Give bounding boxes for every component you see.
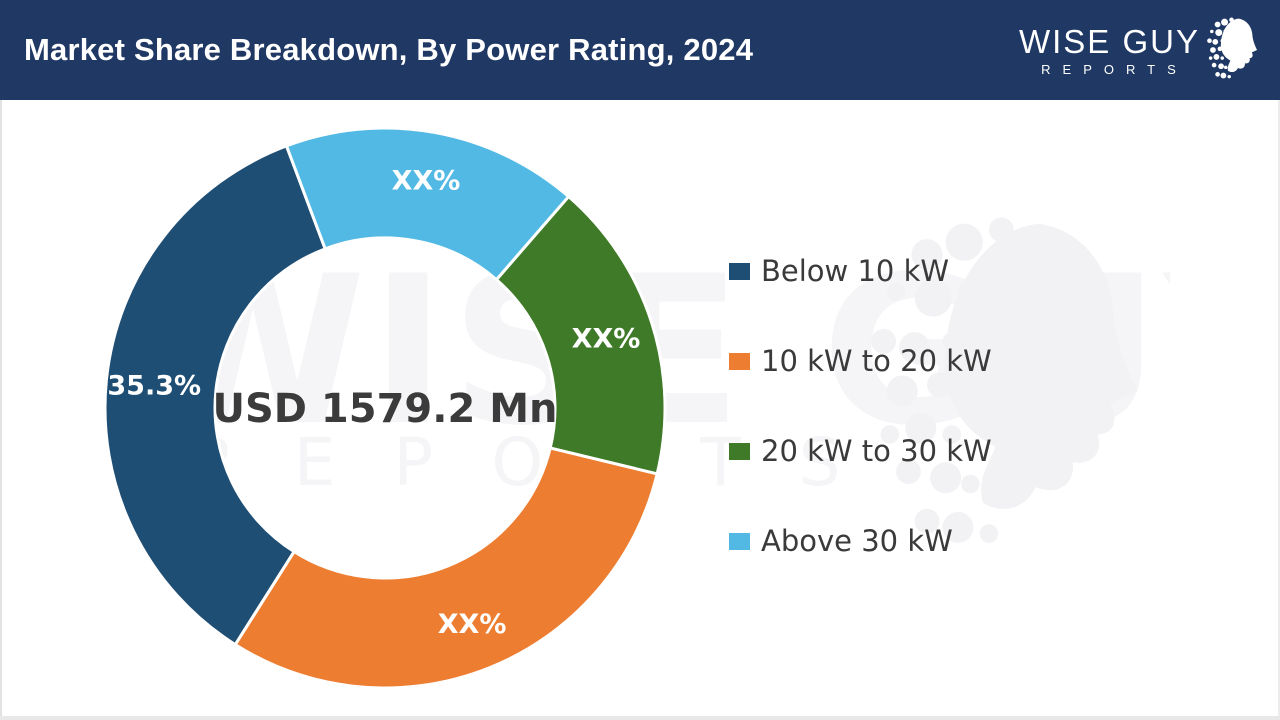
donut-segment-10-kw-to-20-kw [233,446,659,690]
page-title: Market Share Breakdown, By Power Rating,… [24,32,754,67]
footer-divider [0,716,1280,720]
legend-item-20-kw-to-30-kw: 20 kW to 30 kW [729,434,992,468]
donut-segment-below-10-kw [103,144,327,647]
header-bar: Market Share Breakdown, By Power Rating,… [0,0,1280,100]
donut-segment-20-kw-to-30-kw [494,195,667,476]
logo-text: WISE GUY REPORTS [1019,23,1200,77]
watermark-text-reports: REPORTS [190,424,899,501]
donut-chart: USD 1579.2 Mn XX% XX% XX% 35.3% [103,126,667,690]
legend-label: 10 kW to 20 kW [761,344,992,378]
segment-label: XX% [572,323,641,354]
legend-swatch [729,352,750,370]
legend-label: Below 10 kW [761,254,950,288]
legend-item-10-kw-to-20-kw: 10 kW to 20 kW [729,344,992,378]
segment-label: XX% [438,609,507,640]
logo-face-icon [1207,17,1258,79]
legend-swatch [729,442,750,460]
legend-item-above-30-kw: Above 30 kW [729,524,992,558]
segment-label: XX% [392,166,461,197]
legend-swatch [729,262,750,280]
center-value: USD 1579.2 Mn [213,386,558,432]
content-frame [0,100,1280,717]
wise-guy-logo: WISE GUY REPORTS [1019,0,1264,100]
logo-wiseguy-text: WISE GUY [1018,23,1200,60]
legend-swatch [729,532,750,550]
legend-label: 20 kW to 30 kW [761,434,992,468]
donut-segment-above-30-kw [284,126,571,282]
logo-reports-text: REPORTS [1041,62,1188,77]
legend-item-below-10-kw: Below 10 kW [729,254,992,288]
legend-label: Above 30 kW [761,524,953,558]
legend: Below 10 kW 10 kW to 20 kW 20 kW to 30 kW A… [729,254,992,614]
segment-label: 35.3% [107,370,201,401]
